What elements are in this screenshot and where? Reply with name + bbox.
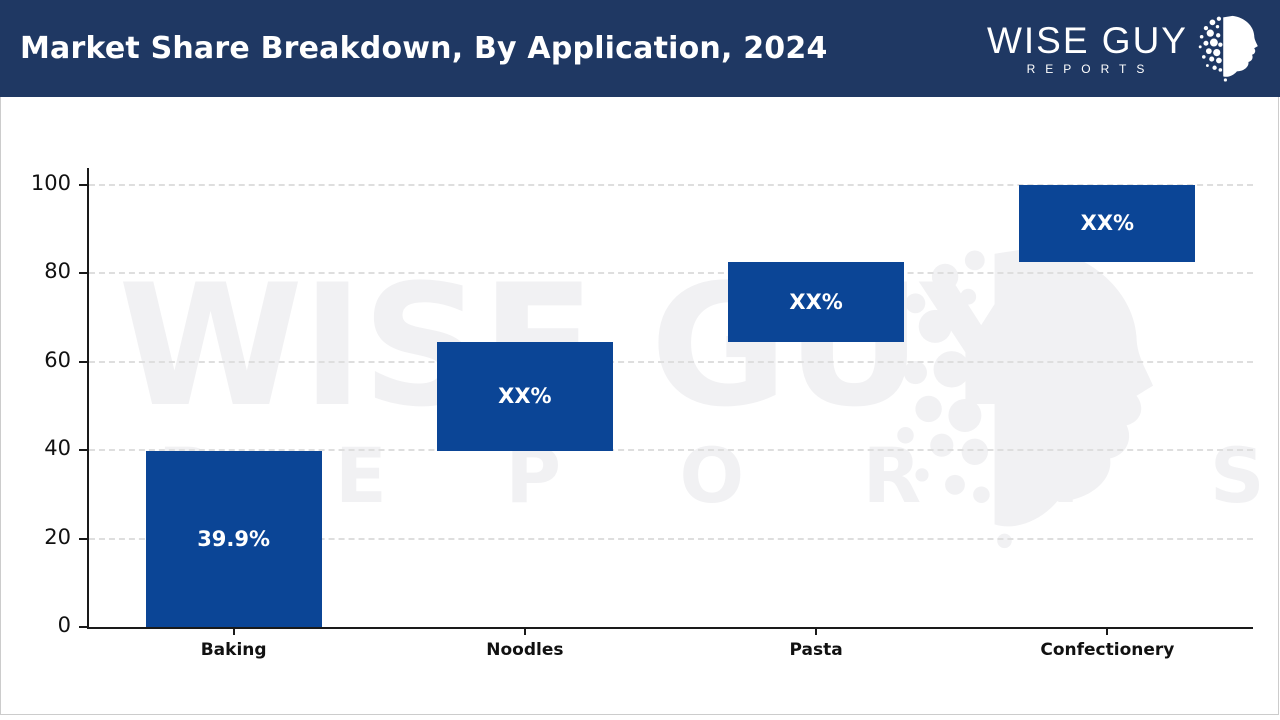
bar-segment: XX% xyxy=(1019,185,1196,262)
y-tick-label: 20 xyxy=(44,524,71,549)
gridline xyxy=(89,537,1253,540)
x-axis-label: Baking xyxy=(200,640,267,660)
x-axis-label: Noodles xyxy=(486,640,564,660)
bar-value-label: XX% xyxy=(498,384,552,409)
logo-wordmark-sub: REPORTS xyxy=(1026,61,1155,76)
gridline xyxy=(89,184,1253,186)
x-axis-label: Confectionery xyxy=(1040,640,1175,660)
y-tick-label: 0 xyxy=(57,613,71,637)
y-tick-label: 100 xyxy=(30,171,71,195)
logo-wordmark-main: WISE GUY xyxy=(986,19,1188,61)
y-tick-mark xyxy=(79,626,87,628)
gridline xyxy=(89,272,1253,275)
y-tick-label: 40 xyxy=(44,436,71,461)
y-axis-line xyxy=(87,168,89,629)
y-tick-mark xyxy=(79,449,87,452)
y-tick-mark xyxy=(79,272,87,275)
y-tick-mark xyxy=(79,184,87,186)
bar-segment: XX% xyxy=(436,342,613,451)
x-tick-mark xyxy=(232,629,235,635)
y-tick-label: 60 xyxy=(44,347,71,372)
y-tick-mark xyxy=(79,537,87,540)
gridline xyxy=(89,449,1253,452)
chart-title: Market Share Breakdown, By Application, … xyxy=(20,31,828,66)
y-tick-label: 80 xyxy=(44,259,71,284)
x-tick-mark xyxy=(523,629,526,635)
x-tick-mark xyxy=(1106,629,1109,635)
y-tick-mark xyxy=(79,360,87,363)
logo-wordmark: WISE GUY REPORTS xyxy=(987,22,1188,76)
gridline xyxy=(89,360,1253,363)
x-tick-mark xyxy=(815,629,818,635)
x-axis-line xyxy=(87,627,1253,629)
bar-value-label: 39.9% xyxy=(197,526,271,551)
header-bar: Market Share Breakdown, By Application, … xyxy=(0,0,1280,97)
x-axis-label: Pasta xyxy=(789,640,843,660)
bar-segment: 39.9% xyxy=(145,450,322,627)
wiseguy-logo: WISE GUY REPORTS xyxy=(987,13,1266,85)
bar-value-label: XX% xyxy=(789,290,843,315)
bar-segment: XX% xyxy=(728,261,905,343)
bar-value-label: XX% xyxy=(1080,211,1135,236)
